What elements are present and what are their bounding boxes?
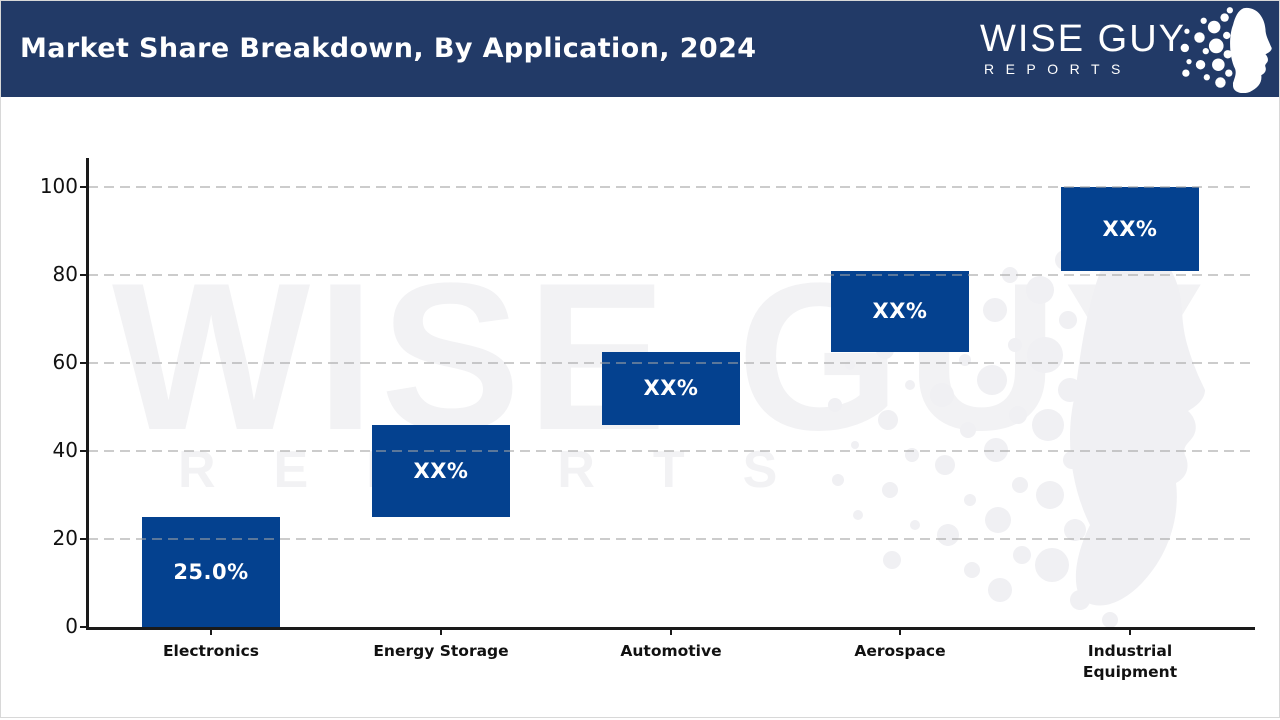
bar-value-label: XX% — [413, 459, 469, 483]
y-tick-label: 80 — [52, 262, 78, 286]
x-axis-line — [86, 627, 1255, 630]
x-tick-mark — [1129, 629, 1131, 635]
y-tick-label: 100 — [39, 174, 78, 198]
gridline — [88, 362, 1255, 364]
y-tick-mark — [80, 274, 88, 276]
y-tick-mark — [80, 450, 88, 452]
x-axis-label: Automotive — [620, 642, 722, 660]
x-tick-mark — [440, 629, 442, 635]
gridline — [88, 450, 1255, 452]
x-tick-mark — [899, 629, 901, 635]
x-axis-label: Industrial Equipment — [1082, 642, 1178, 681]
x-tick-mark — [670, 629, 672, 635]
watermark-face-icon — [828, 218, 1205, 628]
y-tick-mark — [80, 626, 88, 628]
gridline — [88, 538, 1255, 540]
bar-value-label: XX% — [872, 299, 928, 324]
bar-aerospace: XX% — [831, 270, 969, 352]
y-tick-label: 60 — [52, 350, 78, 374]
bar-value-label: XX% — [1102, 216, 1158, 241]
x-axis-label: Electronics — [162, 642, 260, 660]
logo-face-icon — [1180, 7, 1272, 93]
header: Market Share Breakdown, By Application, … — [0, 0, 1280, 97]
y-tick-label: 0 — [65, 614, 78, 638]
brand-logo-text: WISE GUY REPORTS — [979, 18, 1186, 77]
bar-energy-storage: XX% — [372, 425, 510, 517]
x-axis-label: Aerospace — [854, 642, 946, 660]
logo-subtitle: REPORTS — [983, 60, 1132, 77]
y-tick-label: 20 — [52, 526, 78, 550]
y-tick-mark — [80, 538, 88, 540]
gridline — [88, 186, 1255, 188]
x-axis-label: Energy Storage — [373, 642, 509, 660]
bar-electronics: 25.0% — [142, 517, 280, 627]
page-title: Market Share Breakdown, By Application, … — [20, 33, 757, 64]
brand-logo: WISE GUY REPORTS — [980, 4, 1272, 93]
bar-industrial-equipment: XX% — [1061, 187, 1199, 271]
logo-wordmark: WISE GUY — [979, 18, 1186, 61]
bar-value-label: 25.0% — [173, 560, 249, 584]
x-tick-mark — [210, 629, 212, 635]
y-tick-mark — [80, 362, 88, 364]
y-tick-label: 40 — [52, 438, 78, 462]
bar-value-label: XX% — [643, 376, 699, 401]
y-tick-mark — [80, 186, 88, 188]
y-axis-line — [86, 158, 89, 629]
gridline — [88, 274, 1255, 276]
